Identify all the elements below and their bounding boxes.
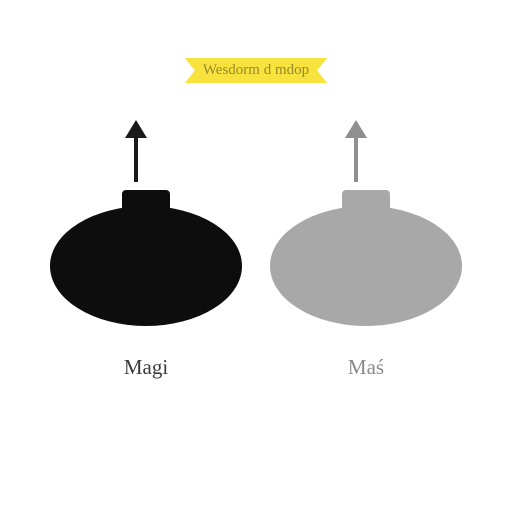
weight-icon xyxy=(266,180,466,330)
right-label: Maś xyxy=(348,355,384,380)
left-label: Magi xyxy=(124,355,168,380)
left-arrow xyxy=(125,120,147,182)
weight-icon xyxy=(46,180,246,330)
right-unit: Maś xyxy=(256,120,476,380)
left-unit: Magi xyxy=(36,120,256,380)
left-weight-shape xyxy=(46,180,246,335)
right-weight-shape xyxy=(266,180,466,335)
comparison-row: Magi Maś xyxy=(0,120,512,380)
right-arrow xyxy=(345,120,367,182)
arrow-up-icon xyxy=(345,120,367,182)
title-banner: Wesdorm d mdop xyxy=(185,58,327,83)
arrow-up-icon xyxy=(125,120,147,182)
title-banner-text: Wesdorm d mdop xyxy=(185,58,327,83)
